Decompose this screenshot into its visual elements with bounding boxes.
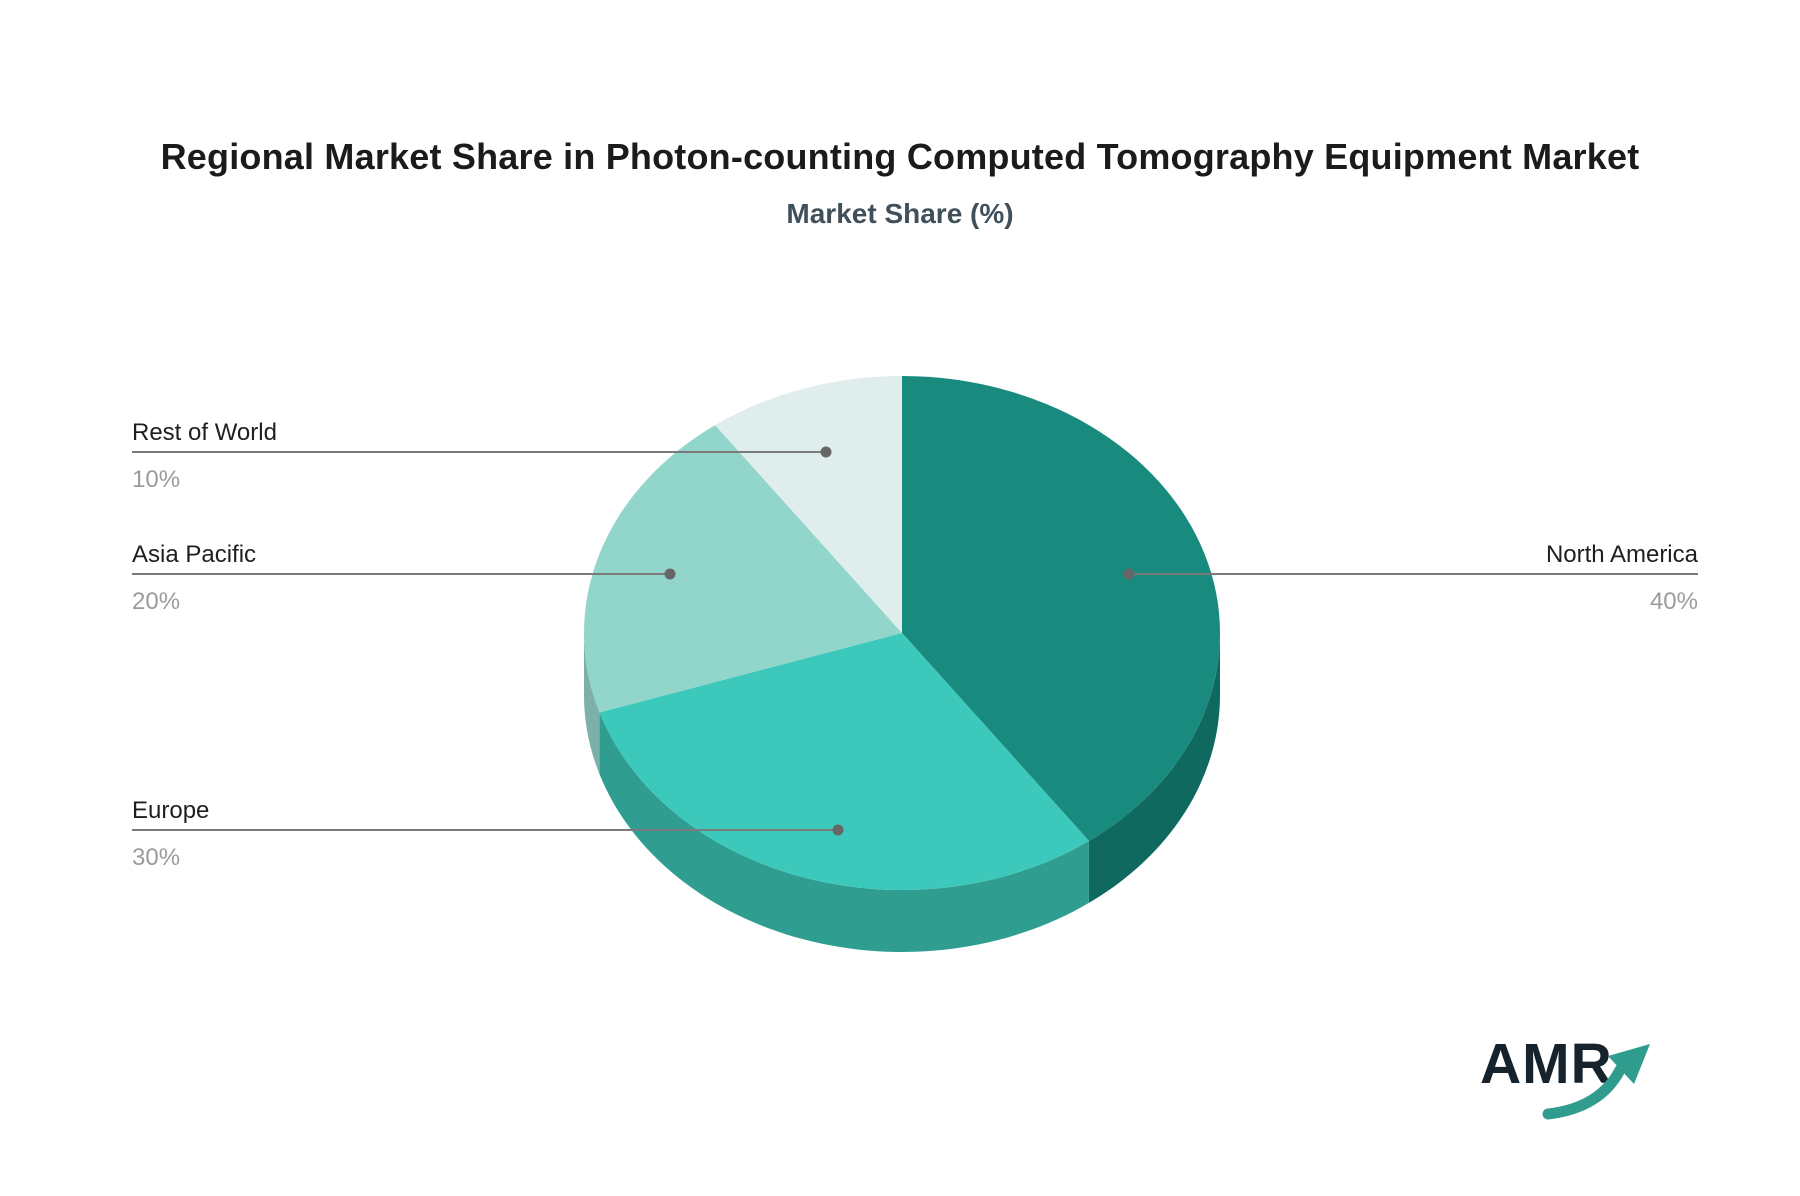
brand-logo-text: AMR [1480, 1032, 1613, 1096]
pie-slice-asia-pacific[interactable] [584, 425, 902, 713]
callout-value-asia-pacific: 20% [132, 588, 180, 615]
callout-label-rest-of-world: Rest of World [132, 419, 277, 446]
brand-logo: AMR [1480, 1036, 1650, 1120]
callout-label-north-america: North America [1546, 541, 1699, 568]
callout-value-europe: 30% [132, 844, 180, 871]
callout-label-asia-pacific: Asia Pacific [132, 541, 256, 568]
chart-title: Regional Market Share in Photon-counting… [160, 136, 1640, 177]
pie-slice-side-asia-pacific [584, 633, 600, 775]
callout-value-north-america: 40% [1650, 588, 1698, 615]
pie-slice-side-north-america [1088, 633, 1220, 903]
chart-subtitle: Market Share (%) [786, 198, 1014, 229]
callout-value-rest-of-world: 10% [132, 466, 180, 493]
callout-label-europe: Europe [132, 797, 209, 824]
callout-dot-asia-pacific [664, 568, 676, 580]
pie-slice-rest-of-world[interactable] [715, 376, 902, 633]
brand-arrow-icon [1542, 1044, 1650, 1120]
callout-dot-rest-of-world [820, 446, 832, 458]
callout-dot-europe [832, 824, 844, 836]
pie-slice-europe[interactable] [599, 633, 1089, 890]
brand-arrow-head [1608, 1044, 1650, 1084]
brand-arrow-swoosh [1542, 1064, 1626, 1120]
callout-dot-north-america [1123, 568, 1135, 580]
pie-slice-side-europe [599, 712, 1089, 952]
pie-slice-north-america[interactable] [902, 376, 1220, 841]
